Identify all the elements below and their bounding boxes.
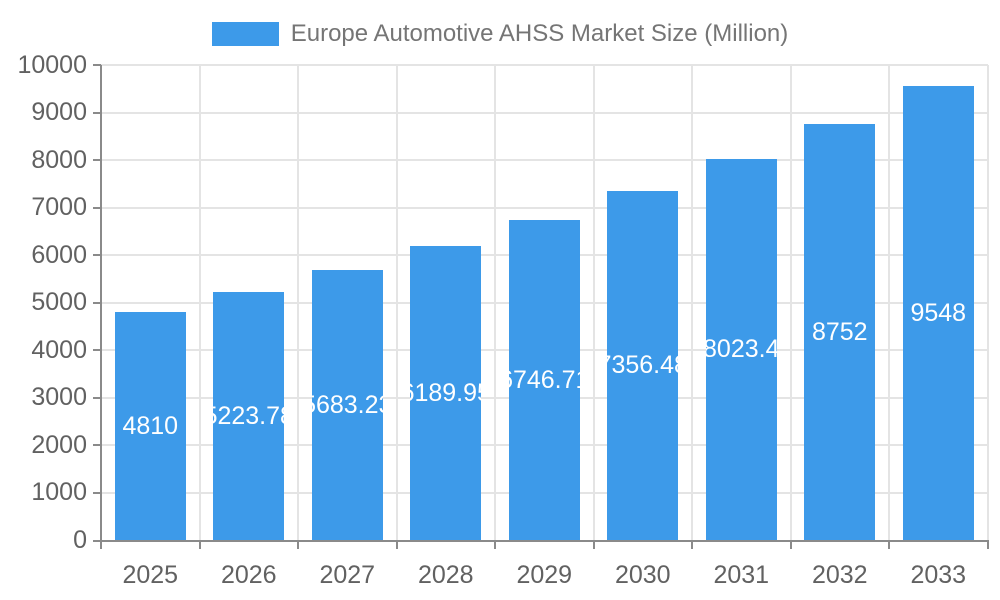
x-axis-tick <box>198 540 201 549</box>
v-gridline <box>888 65 890 541</box>
y-axis-tick-label: 0 <box>73 526 87 554</box>
bar-value-label: 6189.95 <box>410 378 481 407</box>
h-gridline <box>101 206 988 209</box>
v-gridline <box>592 65 595 541</box>
v-gridline <box>691 65 693 541</box>
bar-2033[interactable]: 9548 <box>902 86 974 541</box>
y-axis-tick <box>93 64 101 66</box>
x-axis-tick-label: 2030 <box>614 560 671 589</box>
y-axis-tick <box>93 349 101 352</box>
h-gridline <box>101 111 988 114</box>
v-gridline <box>986 65 989 541</box>
v-gridline <box>198 65 201 541</box>
bar-2026[interactable]: 5223.78 <box>213 292 285 541</box>
y-axis-tick <box>93 206 101 209</box>
legend-swatch <box>211 22 279 46</box>
bar-2032[interactable]: 8752 <box>804 124 876 541</box>
v-gridline <box>494 65 496 541</box>
bar-value-label: 5683.23 <box>312 390 383 419</box>
x-axis-tick-label: 2031 <box>713 560 770 589</box>
y-axis-tick <box>93 396 101 399</box>
bar-2025[interactable]: 4810 <box>114 311 186 541</box>
x-axis-line <box>100 539 989 542</box>
x-axis-tick <box>297 540 299 549</box>
x-axis-tick-label: 2028 <box>417 560 474 589</box>
x-axis-tick-label: 2025 <box>122 560 179 589</box>
y-axis-tick-label: 6000 <box>31 240 87 269</box>
bar-value-label: 8752 <box>811 317 868 346</box>
y-axis-tick <box>93 444 101 447</box>
y-axis-tick-label: 7000 <box>31 193 87 222</box>
bar-2028[interactable]: 6189.95 <box>410 246 482 541</box>
bar-value-label: 8023.4 <box>705 335 777 364</box>
y-axis-tick <box>93 491 101 494</box>
v-gridline <box>297 65 299 541</box>
x-axis-tick-label: 2033 <box>910 560 967 589</box>
x-axis-tick <box>888 540 890 549</box>
x-axis-tick-label: 2032 <box>811 560 868 589</box>
x-axis-tick <box>789 540 792 549</box>
bar-value-label: 4810 <box>122 411 179 440</box>
v-gridline <box>789 65 792 541</box>
x-axis-tick-label: 2027 <box>319 560 376 589</box>
legend-label: Europe Automotive AHSS Market Size (Mill… <box>290 20 789 47</box>
x-axis-tick <box>592 540 595 549</box>
y-axis-tick-label: 1000 <box>31 478 87 507</box>
bar-2029[interactable]: 6746.71 <box>508 219 580 541</box>
bar-value-label: 6746.71 <box>509 365 580 394</box>
y-axis-tick-label: 4000 <box>31 335 87 364</box>
x-axis-tick-label: 2029 <box>516 560 573 589</box>
y-axis-tick <box>93 301 101 304</box>
y-axis-tick <box>93 111 101 114</box>
x-axis-tick <box>691 540 693 549</box>
y-axis-tick <box>93 254 101 257</box>
y-axis-tick-label: 8000 <box>31 145 87 174</box>
y-axis-tick-label: 3000 <box>31 383 87 412</box>
x-axis-tick <box>100 540 102 549</box>
y-axis-tick-label: 2000 <box>31 430 87 459</box>
y-axis-tick-label: 9000 <box>31 98 87 127</box>
y-axis-tick-label: 5000 <box>31 288 87 317</box>
bar-2031[interactable]: 8023.4 <box>705 158 777 541</box>
bar-value-label: 5223.78 <box>213 401 284 430</box>
v-gridline <box>395 65 398 541</box>
y-axis-tick <box>93 159 101 162</box>
h-gridline <box>101 64 988 66</box>
bar-value-label: 9548 <box>910 298 967 327</box>
h-gridline <box>101 159 988 162</box>
legend-item[interactable]: Europe Automotive AHSS Market Size (Mill… <box>0 20 1000 48</box>
y-axis-tick <box>93 539 101 542</box>
x-axis-tick <box>986 540 989 549</box>
y-axis-tick-label: 10000 <box>17 50 87 79</box>
x-axis-tick <box>395 540 398 549</box>
y-axis-line <box>100 65 102 543</box>
bar-2027[interactable]: 5683.23 <box>311 270 383 541</box>
x-axis-tick-label: 2026 <box>220 560 277 589</box>
x-axis-tick <box>494 540 496 549</box>
